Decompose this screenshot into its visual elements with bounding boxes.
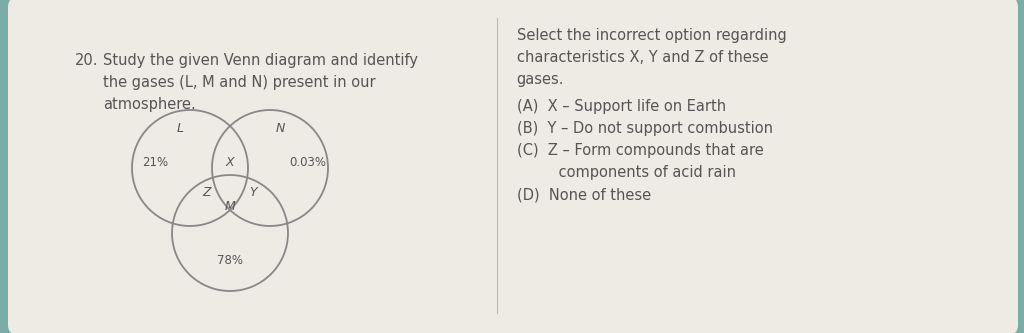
Text: (A)  X – Support life on Earth: (A) X – Support life on Earth <box>517 99 726 114</box>
Text: (D)  None of these: (D) None of these <box>517 187 651 202</box>
FancyBboxPatch shape <box>8 0 1018 333</box>
Text: X: X <box>225 157 234 169</box>
Text: the gases (L, M and N) present in our: the gases (L, M and N) present in our <box>103 75 376 90</box>
Text: components of acid rain: components of acid rain <box>517 165 735 180</box>
Text: Select the incorrect option regarding: Select the incorrect option regarding <box>517 28 786 43</box>
Text: L: L <box>176 122 183 135</box>
Text: 0.03%: 0.03% <box>290 157 327 169</box>
Text: gases.: gases. <box>517 72 564 87</box>
Text: 20.: 20. <box>75 53 98 68</box>
Text: Study the given Venn diagram and identify: Study the given Venn diagram and identif… <box>103 53 418 68</box>
Text: 78%: 78% <box>217 254 243 267</box>
Text: (B)  Y – Do not support combustion: (B) Y – Do not support combustion <box>517 121 773 136</box>
Text: 21%: 21% <box>142 157 168 169</box>
Text: M: M <box>224 200 236 213</box>
Text: atmosphere.: atmosphere. <box>103 97 196 112</box>
Text: Y: Y <box>249 186 257 199</box>
Text: N: N <box>275 122 285 135</box>
Text: (C)  Z – Form compounds that are: (C) Z – Form compounds that are <box>517 143 763 158</box>
Text: Z: Z <box>203 186 211 199</box>
Text: characteristics X, Y and Z of these: characteristics X, Y and Z of these <box>517 50 768 65</box>
